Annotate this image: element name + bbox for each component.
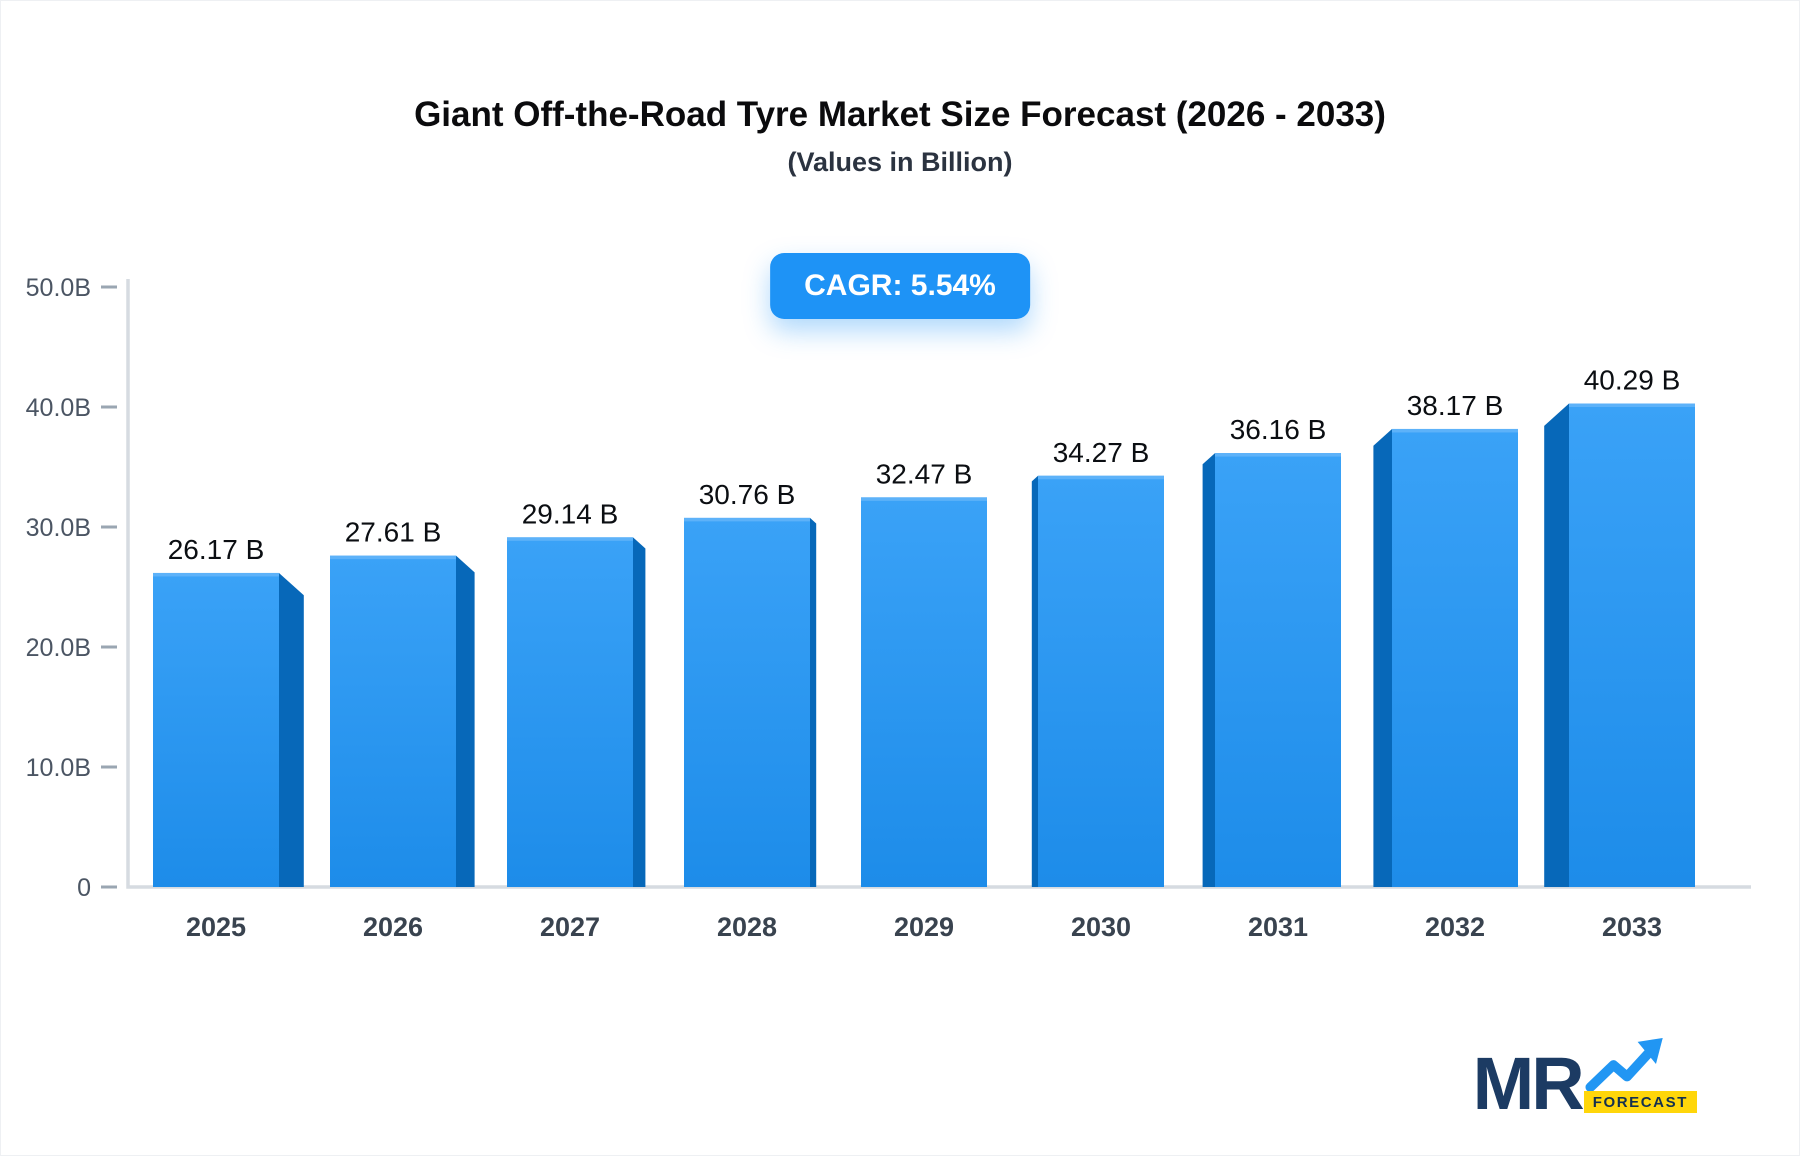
y-tick-label: 40.0B — [26, 394, 91, 422]
trend-up-arrow-icon — [1585, 1037, 1663, 1093]
x-category-label: 2031 — [1248, 912, 1308, 942]
y-tick-label: 50.0B — [26, 274, 91, 302]
y-tick-label: 20.0B — [26, 634, 91, 662]
x-category-label: 2029 — [894, 912, 954, 942]
brand-logo: MR FORECAST — [1472, 1037, 1697, 1126]
x-category-label: 2030 — [1071, 912, 1131, 942]
cagr-badge: CAGR: 5.54% — [770, 253, 1030, 319]
x-category-label: 2027 — [540, 912, 600, 942]
x-category-label: 2028 — [717, 912, 777, 942]
bar-2025: 26.17 B — [153, 534, 304, 887]
bar-2027: 29.14 B — [507, 498, 646, 887]
chart-title: Giant Off-the-Road Tyre Market Size Fore… — [414, 95, 1386, 134]
bar-2032: 38.17 B — [1373, 390, 1518, 887]
bar-value-label: 36.16 B — [1230, 414, 1327, 445]
bar-value-label: 38.17 B — [1407, 390, 1504, 421]
bar-value-label: 29.14 B — [522, 498, 619, 529]
bar-2033: 40.29 B — [1544, 365, 1695, 887]
bar-value-label: 27.61 B — [345, 517, 442, 548]
bar-value-label: 30.76 B — [699, 479, 796, 510]
chart-subtitle: (Values in Billion) — [787, 147, 1013, 177]
bar-2031: 36.16 B — [1202, 414, 1341, 887]
logo-forecast-text: FORECAST — [1583, 1091, 1697, 1113]
x-category-label: 2025 — [186, 912, 246, 942]
bar-2029: 32.47 B — [861, 458, 987, 887]
bar-2030: 34.27 B — [1031, 437, 1164, 887]
bar-value-label: 32.47 B — [876, 458, 973, 489]
x-category-label: 2026 — [363, 912, 423, 942]
bar-value-label: 34.27 B — [1053, 437, 1150, 468]
logo-mr-text: MR — [1472, 1042, 1585, 1126]
y-tick-label: 0 — [77, 874, 91, 902]
x-category-label: 2032 — [1425, 912, 1485, 942]
y-tick-label: 10.0B — [26, 754, 91, 782]
x-category-label: 2033 — [1602, 912, 1662, 942]
y-tick-label: 30.0B — [26, 514, 91, 542]
bar-value-label: 26.17 B — [168, 534, 265, 565]
bar-value-label: 40.29 B — [1584, 365, 1681, 396]
bar-2026: 27.61 B — [330, 517, 475, 887]
bar-2028: 30.76 B — [684, 479, 817, 887]
